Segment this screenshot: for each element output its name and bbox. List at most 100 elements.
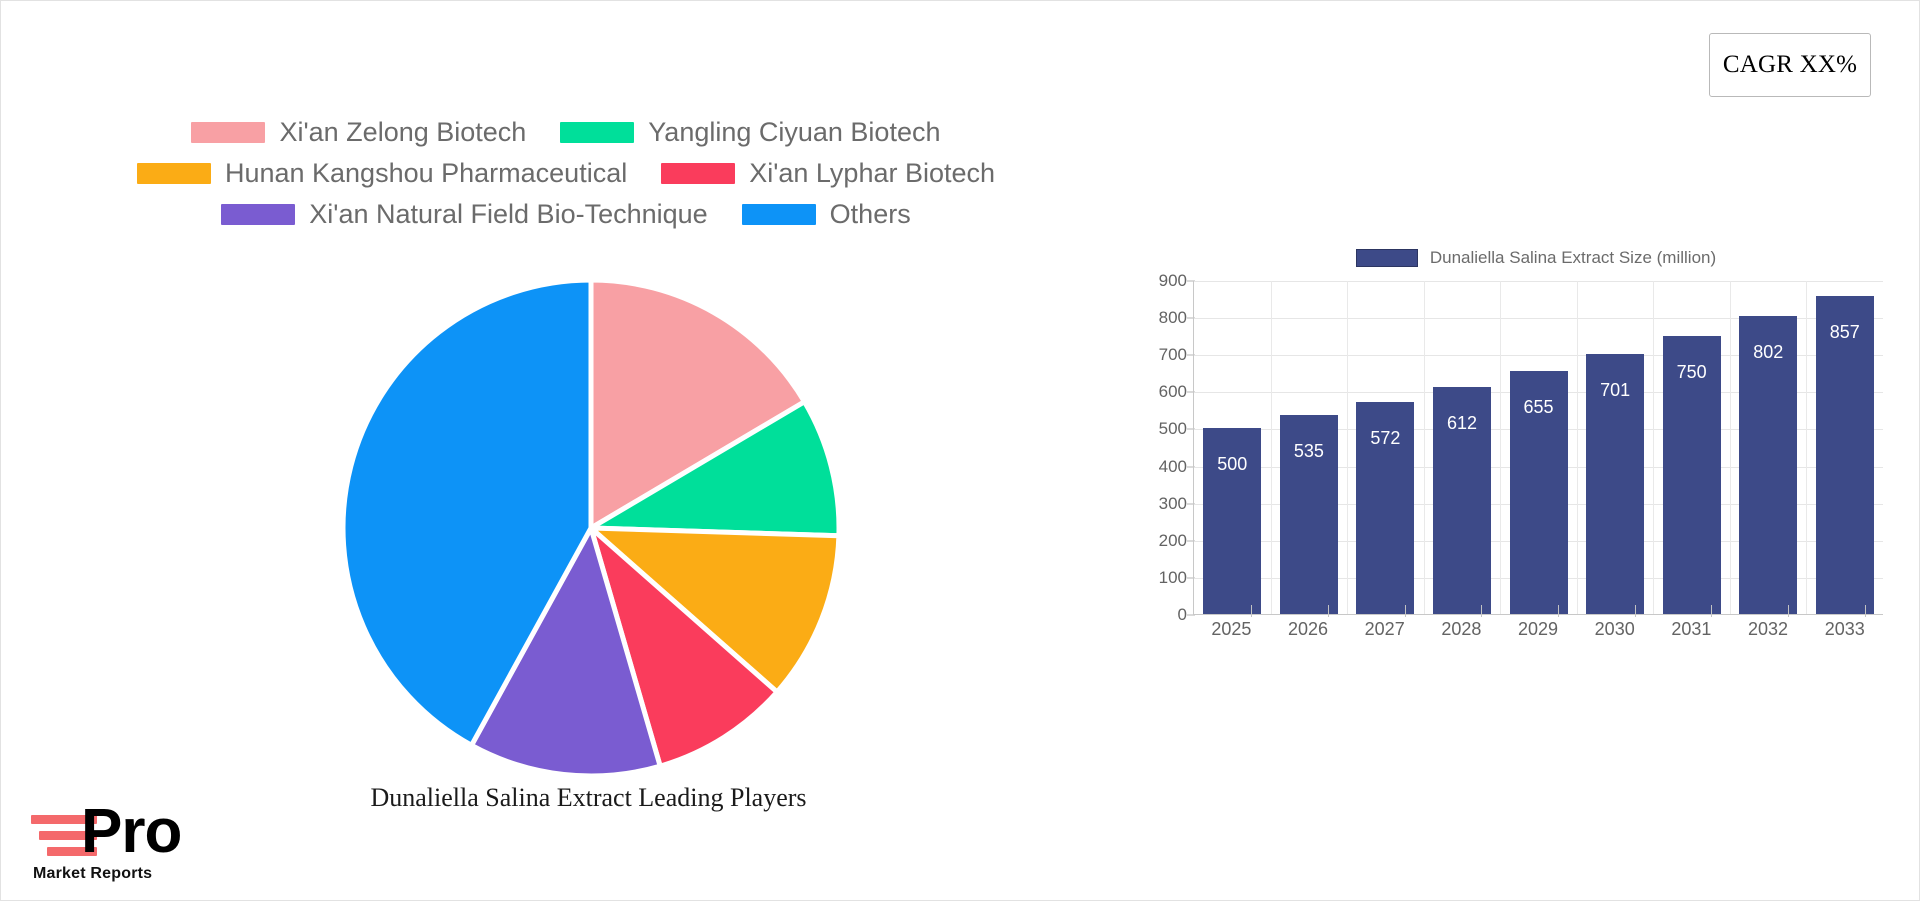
bar-value-label: 750 <box>1676 361 1707 382</box>
legend-item-xian-natural-field-bio-technique[interactable]: Xi'an Natural Field Bio-Technique <box>221 199 708 229</box>
legend-item-yangling-ciyuan-biotech[interactable]: Yangling Ciyuan Biotech <box>560 117 941 147</box>
x-axis-tick-mark <box>1251 605 1253 617</box>
legend-item-label: Others <box>829 199 911 229</box>
x-axis-tick-mark <box>1481 605 1483 617</box>
pie-slice[interactable] <box>588 525 841 695</box>
legend-item-hunan-kangshou-pharmaceutical[interactable]: Hunan Kangshou Pharmaceutical <box>136 158 628 188</box>
legend-item-label: Xi'an Zelong Biotech <box>279 117 527 147</box>
x-axis-tick-label: 2031 <box>1653 605 1730 649</box>
x-axis-tick-mark <box>1328 605 1330 617</box>
legend-swatch-icon <box>1355 249 1418 267</box>
legend-item-label: Hunan Kangshou Pharmaceutical <box>224 158 628 188</box>
x-axis-tick-label: 2027 <box>1346 605 1423 649</box>
legend-item-others[interactable]: Others <box>741 199 911 229</box>
legend-item-xian-zelong-biotech[interactable]: Xi'an Zelong Biotech <box>191 119 526 146</box>
pie-slice[interactable] <box>469 525 663 778</box>
legend-item-label: Xi'an Lyphar Biotech <box>749 158 996 188</box>
legend-item-xian-lyphar-biotech[interactable]: Xi'an Lyphar Biotech <box>661 160 995 187</box>
bar[interactable]: 500 <box>1203 428 1262 614</box>
y-axis-tick-mark <box>1187 354 1195 356</box>
y-axis-tick-label: 900 <box>1158 271 1187 290</box>
bar[interactable]: 612 <box>1432 386 1491 614</box>
logo-subtitle: Market Reports <box>33 865 153 882</box>
x-axis-tick-label: 2025 <box>1193 605 1270 649</box>
pie-slice[interactable] <box>588 278 807 531</box>
pie-legend: Xi'an Zelong Biotech Yangling Ciyuan Bio… <box>1 119 1131 242</box>
bar-chart-legend[interactable]: Dunaliella Salina Extract Size (million) <box>1141 241 1891 275</box>
cagr-badge-label: CAGR XX% <box>1722 51 1858 78</box>
bar-slot: 701 <box>1577 281 1654 614</box>
x-axis: 2025 2026 2027 2028 2029 2030 2031 2032 2033 <box>1193 605 1883 649</box>
gridline <box>1806 281 1808 614</box>
gridline <box>1500 281 1502 614</box>
y-axis-tick-label: 500 <box>1158 419 1187 439</box>
bar[interactable]: 857 <box>1815 295 1874 614</box>
bar-slot: 572 <box>1347 281 1424 614</box>
gridline <box>1194 281 1883 282</box>
gridline <box>1653 281 1655 614</box>
legend-swatch-icon <box>136 163 211 184</box>
bar[interactable]: 701 <box>1586 353 1645 614</box>
gridline <box>1347 281 1349 614</box>
legend-swatch-icon <box>191 122 266 143</box>
y-axis-tick-label: 800 <box>1158 308 1187 328</box>
y-axis-tick-mark <box>1187 280 1195 282</box>
bar-slot: 655 <box>1500 281 1577 614</box>
bar-value-label: 612 <box>1446 412 1477 433</box>
logo-wordmark: Pro <box>81 797 182 866</box>
bar-value-label: 572 <box>1370 427 1401 448</box>
pie-slice[interactable] <box>588 525 780 769</box>
y-axis-tick-mark <box>1187 466 1195 468</box>
bar-legend-label: Dunaliella Salina Extract Size (million) <box>1429 248 1717 267</box>
pie-chart-caption: Dunaliella Salina Extract Leading Player… <box>370 783 807 812</box>
logo-bar-icon <box>47 847 97 856</box>
x-axis-tick-mark <box>1634 605 1636 617</box>
legend-swatch-icon <box>560 122 635 143</box>
logo-bar-icon <box>31 815 97 824</box>
bar[interactable]: 750 <box>1662 335 1721 614</box>
y-axis-tick-mark <box>1187 503 1195 505</box>
y-axis-tick-mark <box>1187 317 1195 319</box>
pie-chart-svg <box>341 278 841 778</box>
bar[interactable]: 572 <box>1356 401 1415 614</box>
gridline <box>1729 281 1731 614</box>
x-axis-tick-label: 2032 <box>1730 605 1807 649</box>
bar[interactable]: 535 <box>1279 415 1338 614</box>
bar-value-label: 701 <box>1600 379 1631 400</box>
bar-value-label: 655 <box>1523 396 1554 417</box>
legend-item-label: Xi'an Natural Field Bio-Technique <box>309 199 708 229</box>
bar[interactable]: 655 <box>1509 370 1568 614</box>
bar-series: 500 535 572 612 655 701 750 802 857 <box>1194 281 1883 614</box>
bar-slot: 802 <box>1730 281 1807 614</box>
bar-value-label: 857 <box>1829 321 1860 342</box>
pie-legend-row: Xi'an Natural Field Bio-Technique Others <box>1 201 1131 228</box>
legend-item-label: Yangling Ciyuan Biotech <box>648 117 941 147</box>
y-axis-tick-label: 700 <box>1158 345 1187 365</box>
pie-chart <box>341 278 841 778</box>
bar-slot: 612 <box>1424 281 1501 614</box>
bar-value-label: 535 <box>1293 441 1324 462</box>
pie-legend-row: Hunan Kangshou Pharmaceutical Xi'an Lyph… <box>1 160 1131 187</box>
x-axis-tick-label: 2028 <box>1423 605 1500 649</box>
legend-swatch-icon <box>221 204 296 225</box>
x-axis-tick-mark <box>1558 605 1560 617</box>
gridline <box>1270 281 1272 614</box>
x-axis-tick-mark <box>1711 605 1713 617</box>
y-axis-tick-label: 400 <box>1158 456 1187 476</box>
y-axis-tick-label: 300 <box>1158 493 1187 513</box>
x-axis-tick-mark <box>1788 605 1790 617</box>
x-axis-tick-mark <box>1864 605 1866 617</box>
bar-chart-plot: 0 100 200 300 400 500 600 700 800 900 500 535 572 61… <box>1141 271 1891 653</box>
bar-chart: Dunaliella Salina Extract Size (million)… <box>1141 241 1891 681</box>
x-axis-tick-mark <box>1404 605 1406 617</box>
y-axis-tick-mark <box>1187 428 1195 430</box>
logo-bar-icon <box>39 831 97 840</box>
bar-slot: 535 <box>1271 281 1348 614</box>
pie-slice[interactable] <box>588 399 841 539</box>
x-axis-tick-label: 2029 <box>1500 605 1577 649</box>
bar[interactable]: 802 <box>1739 316 1798 614</box>
pie-slice[interactable] <box>341 278 594 748</box>
gridline <box>1423 281 1425 614</box>
bar-value-label: 802 <box>1753 342 1784 363</box>
y-axis-tick-label: 600 <box>1158 382 1187 402</box>
